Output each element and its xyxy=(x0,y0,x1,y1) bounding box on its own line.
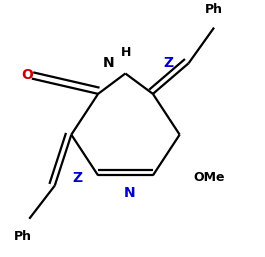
Text: N: N xyxy=(124,186,136,200)
Text: Z: Z xyxy=(73,171,83,185)
Text: N: N xyxy=(103,56,115,70)
Text: OMe: OMe xyxy=(194,171,225,185)
Text: O: O xyxy=(21,68,33,82)
Text: Ph: Ph xyxy=(14,230,32,243)
Text: Z: Z xyxy=(163,56,173,70)
Text: Ph: Ph xyxy=(205,3,223,16)
Text: H: H xyxy=(121,47,131,59)
